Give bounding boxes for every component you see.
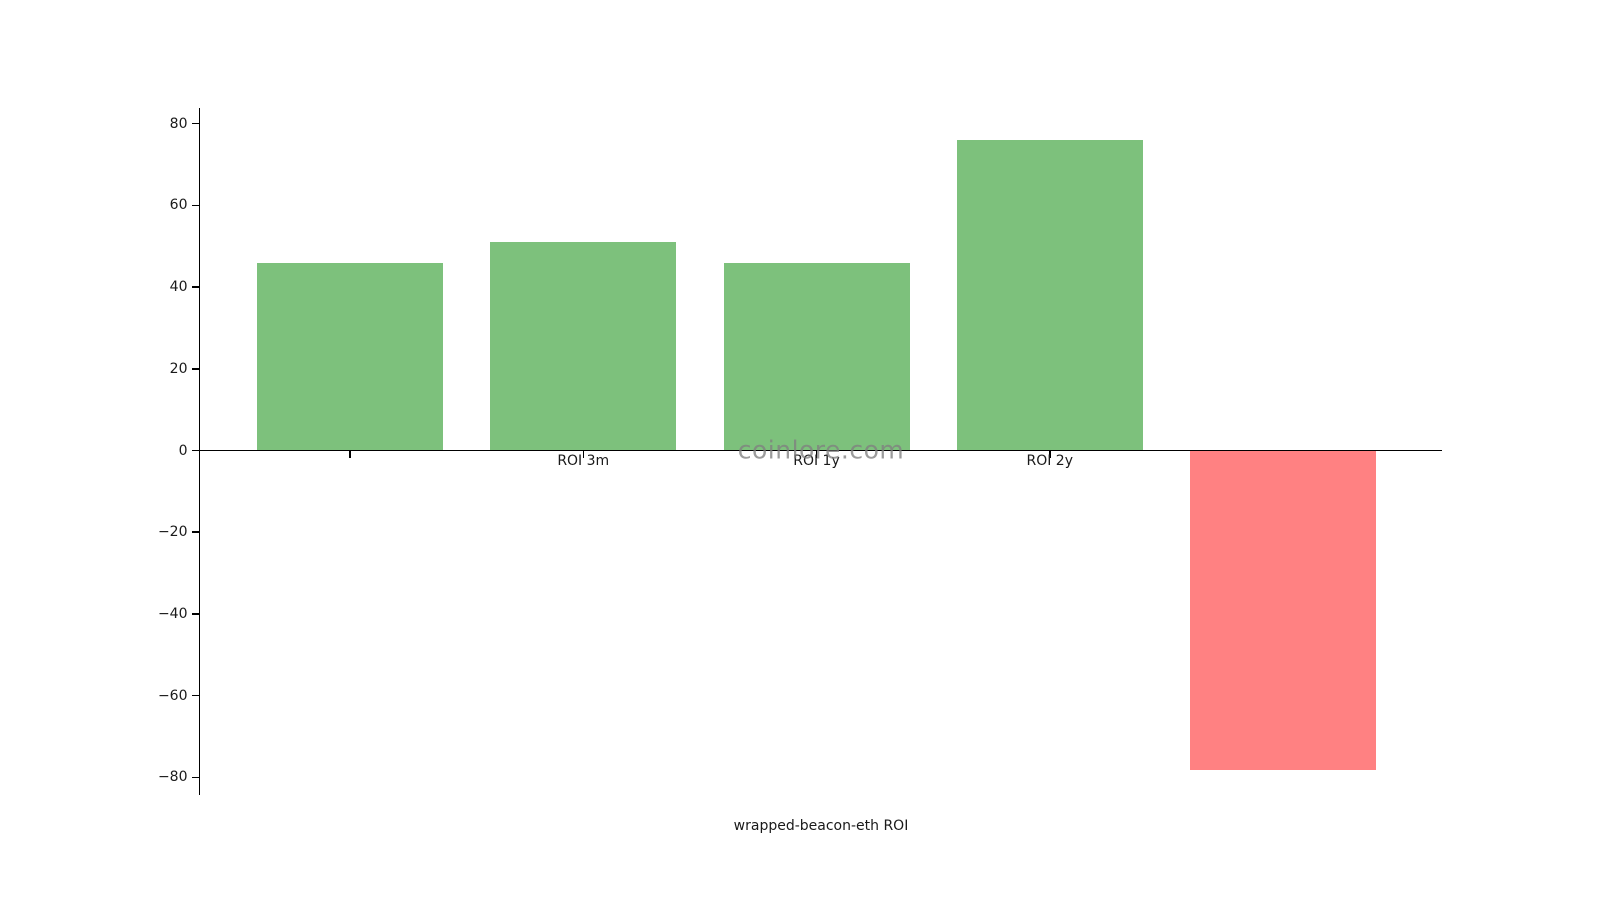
y-tick-mark xyxy=(191,122,199,125)
bar xyxy=(1190,451,1376,770)
bar xyxy=(490,242,677,451)
y-tick-mark xyxy=(191,694,199,697)
x-axis-line xyxy=(200,449,1442,452)
y-tick-mark xyxy=(191,776,199,779)
y-tick-label: 60 xyxy=(169,197,188,214)
y-tick-mark xyxy=(191,204,199,207)
y-tick-label: −60 xyxy=(157,687,188,704)
x-tick-mark xyxy=(815,450,818,458)
bar xyxy=(723,262,910,451)
y-axis-spine xyxy=(198,108,200,795)
y-tick-label: 0 xyxy=(178,442,188,459)
x-tick-mark xyxy=(349,450,351,458)
y-tick-mark xyxy=(191,286,199,288)
y-tick-label: 80 xyxy=(169,115,188,132)
y-tick-mark xyxy=(191,368,199,370)
y-tick-label: 20 xyxy=(169,360,188,377)
watermark-text: coinlore.com xyxy=(737,435,905,464)
y-tick-mark xyxy=(191,531,199,533)
y-tick-mark xyxy=(191,613,199,615)
y-tick-label: 40 xyxy=(169,279,188,296)
x-tick-label: ROI 2y xyxy=(1026,452,1074,469)
y-tick-mark xyxy=(191,449,199,452)
y-tick-label: −20 xyxy=(157,524,188,541)
bar xyxy=(257,262,443,451)
y-tick-label: −80 xyxy=(157,769,188,786)
x-tick-mark xyxy=(1049,450,1051,458)
bar xyxy=(956,140,1143,451)
x-tick-label: ROI 1y xyxy=(793,452,840,469)
y-tick-label: −40 xyxy=(157,605,188,622)
x-tick-label: ROI 3m xyxy=(557,452,610,469)
x-axis-title: wrapped-beacon-eth ROI xyxy=(733,818,909,834)
x-tick-mark xyxy=(582,450,584,458)
